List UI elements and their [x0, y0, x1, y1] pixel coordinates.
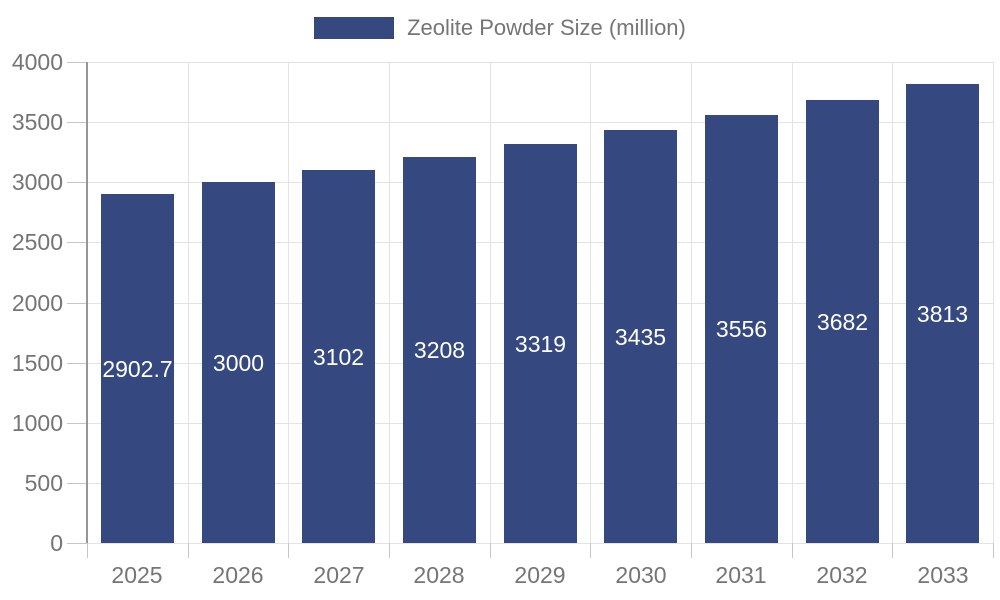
y-axis-label: 0 — [50, 530, 63, 556]
y-axis-tick — [67, 303, 87, 304]
y-axis-tick — [67, 423, 87, 424]
x-axis-label: 2033 — [917, 562, 969, 588]
x-gridline — [490, 62, 491, 543]
x-axis-tick — [892, 543, 893, 558]
x-axis-tick — [792, 543, 793, 558]
bar-value-label: 3208 — [413, 337, 466, 363]
x-gridline — [188, 62, 189, 543]
y-gridline — [87, 62, 993, 63]
x-axis-tick — [490, 543, 491, 558]
x-gridline — [590, 62, 591, 543]
bar[interactable] — [202, 182, 275, 543]
bar-value-label: 3102 — [312, 344, 365, 370]
x-axis-tick — [188, 543, 189, 558]
x-axis-tick — [691, 543, 692, 558]
x-axis-label: 2026 — [212, 562, 264, 588]
y-axis-tick — [67, 543, 87, 544]
x-axis-label: 2025 — [111, 562, 163, 588]
bar-value-label: 3435 — [614, 324, 667, 350]
x-axis-tick — [389, 543, 390, 558]
bar[interactable] — [403, 157, 476, 543]
bar[interactable] — [705, 115, 778, 543]
x-axis-label: 2031 — [715, 562, 767, 588]
y-axis-label: 3500 — [11, 109, 63, 135]
bar-value-label: 3813 — [916, 301, 969, 327]
bar-value-label: 3319 — [514, 331, 567, 357]
y-axis-tick — [67, 483, 87, 484]
y-axis-tick — [67, 182, 87, 183]
bar[interactable] — [806, 100, 879, 543]
x-axis-tick — [590, 543, 591, 558]
x-axis-tick — [87, 543, 88, 558]
bar-value-label: 3556 — [715, 316, 768, 342]
bar-value-label: 3000 — [212, 350, 265, 376]
y-axis-tick — [67, 122, 87, 123]
bar[interactable] — [504, 144, 577, 543]
y-axis-label: 4000 — [11, 49, 63, 75]
legend-label: Zeolite Powder Size (million) — [407, 15, 686, 40]
y-axis-label: 2000 — [11, 290, 63, 316]
x-axis-label: 2032 — [816, 562, 868, 588]
x-axis-tick — [288, 543, 289, 558]
y-axis-tick — [67, 62, 87, 63]
y-axis-tick — [67, 242, 87, 243]
y-gridline — [87, 543, 993, 544]
x-gridline — [288, 62, 289, 543]
y-axis-label: 1500 — [11, 350, 63, 376]
y-gridline — [87, 122, 993, 123]
y-axis-line — [86, 62, 88, 543]
bar[interactable] — [101, 194, 174, 543]
x-gridline — [691, 62, 692, 543]
x-axis-label: 2030 — [615, 562, 667, 588]
bar[interactable] — [604, 130, 677, 543]
x-axis-tick — [993, 543, 994, 558]
bar[interactable] — [906, 84, 979, 543]
x-axis-label: 2027 — [313, 562, 365, 588]
y-axis-label: 3000 — [11, 169, 63, 195]
x-gridline — [389, 62, 390, 543]
bar-value-label: 3682 — [816, 309, 869, 335]
y-axis-label: 1000 — [11, 410, 63, 436]
legend-swatch-icon — [314, 17, 395, 39]
x-axis-label: 2028 — [413, 562, 465, 588]
y-axis-label: 500 — [24, 470, 63, 496]
x-gridline — [792, 62, 793, 543]
x-gridline — [993, 62, 994, 543]
bar-value-label: 2902.7 — [102, 356, 173, 382]
y-axis-tick — [67, 363, 87, 364]
y-axis-label: 2500 — [11, 229, 63, 255]
x-gridline — [892, 62, 893, 543]
legend[interactable]: Zeolite Powder Size (million) — [0, 15, 1000, 41]
x-axis-label: 2029 — [514, 562, 566, 588]
bar[interactable] — [302, 170, 375, 543]
